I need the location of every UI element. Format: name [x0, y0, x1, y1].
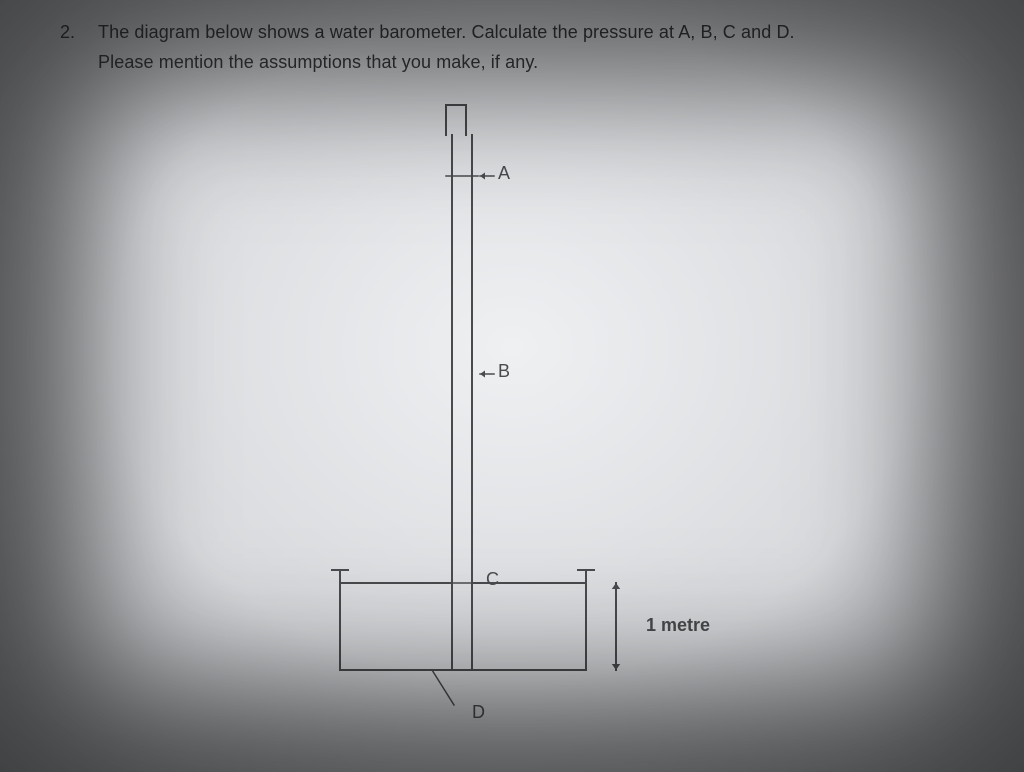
one-metre-label: 1 metre	[646, 615, 710, 635]
label-c: C	[486, 569, 499, 589]
barometer-diagram: A B C D 1 metre	[0, 0, 1024, 772]
label-d: D	[472, 702, 485, 722]
label-b: B	[498, 361, 510, 381]
page: 2. The diagram below shows a water barom…	[0, 0, 1024, 772]
label-a: A	[498, 163, 510, 183]
